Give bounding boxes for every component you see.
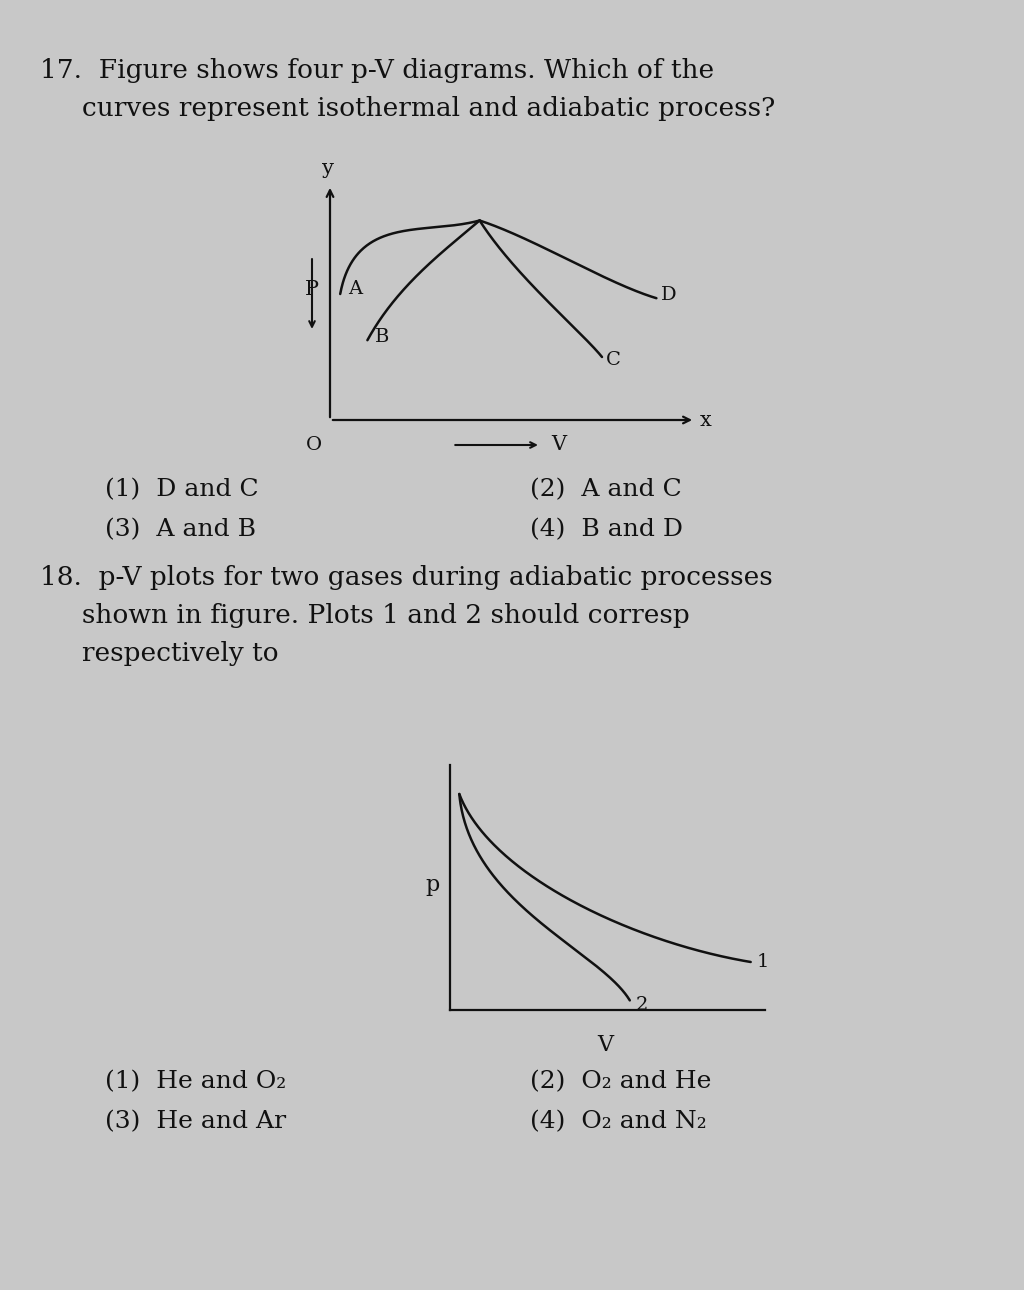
Text: (3)  He and Ar: (3) He and Ar (105, 1109, 286, 1133)
Text: y: y (322, 159, 334, 178)
Text: (4)  O₂ and N₂: (4) O₂ and N₂ (530, 1109, 707, 1133)
Text: 18.  p-V plots for two gases during adiabatic processes: 18. p-V plots for two gases during adiab… (40, 565, 773, 590)
Text: V: V (597, 1035, 613, 1057)
Text: 2: 2 (636, 996, 648, 1014)
Text: (1)  D and C: (1) D and C (105, 479, 259, 501)
Text: (1)  He and O₂: (1) He and O₂ (105, 1069, 287, 1093)
Text: B: B (376, 328, 390, 346)
Text: O: O (306, 436, 323, 454)
Text: P: P (305, 280, 319, 299)
Text: (2)  O₂ and He: (2) O₂ and He (530, 1069, 712, 1093)
Text: respectively to: respectively to (40, 641, 279, 666)
Text: 17.  Figure shows four p-V diagrams. Which of the: 17. Figure shows four p-V diagrams. Whic… (40, 58, 714, 83)
Text: C: C (606, 351, 621, 369)
Text: p: p (425, 875, 439, 897)
Text: (2)  A and C: (2) A and C (530, 479, 682, 501)
Text: (3)  A and B: (3) A and B (105, 519, 256, 541)
Text: D: D (662, 286, 677, 304)
Text: shown in figure. Plots 1 and 2 should corresp: shown in figure. Plots 1 and 2 should co… (40, 602, 690, 628)
Text: curves represent isothermal and adiabatic process?: curves represent isothermal and adiabati… (40, 95, 775, 121)
Text: x: x (700, 410, 712, 430)
Text: A: A (348, 280, 362, 298)
Text: 1: 1 (757, 953, 769, 971)
Text: V: V (551, 436, 566, 454)
Text: (4)  B and D: (4) B and D (530, 519, 683, 541)
